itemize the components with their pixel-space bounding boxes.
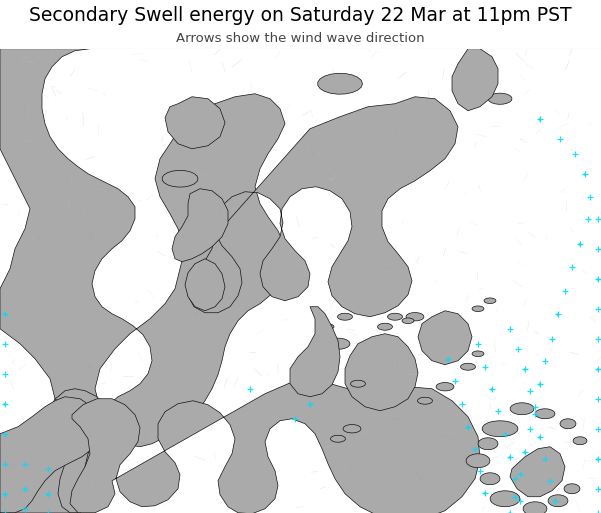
Polygon shape [377,323,392,330]
Polygon shape [466,454,490,468]
Polygon shape [436,383,454,391]
Polygon shape [345,334,418,411]
Polygon shape [460,363,475,370]
Polygon shape [172,189,228,262]
Polygon shape [478,438,498,450]
Polygon shape [0,49,288,513]
Text: Secondary Swell energy on Saturday 22 Mar at 11pm PST: Secondary Swell energy on Saturday 22 Ma… [29,6,572,25]
Polygon shape [510,403,534,415]
Polygon shape [70,381,480,513]
Polygon shape [165,97,225,149]
Polygon shape [560,419,576,429]
Polygon shape [535,409,555,419]
Polygon shape [388,313,403,320]
Polygon shape [0,397,102,512]
Polygon shape [480,473,500,485]
Polygon shape [523,502,547,513]
Polygon shape [573,437,587,445]
Polygon shape [55,389,108,512]
Polygon shape [290,307,340,397]
Polygon shape [162,170,198,187]
Polygon shape [326,338,350,349]
Polygon shape [418,311,472,365]
Polygon shape [406,312,424,321]
Polygon shape [452,49,498,111]
Polygon shape [350,380,365,387]
Polygon shape [488,93,512,104]
Polygon shape [318,73,362,94]
Polygon shape [185,259,225,311]
Polygon shape [484,298,496,304]
Polygon shape [338,313,353,320]
Polygon shape [490,491,520,507]
Polygon shape [472,351,484,357]
Polygon shape [510,447,565,497]
Polygon shape [482,421,518,437]
Text: Arrows show the wind wave direction: Arrows show the wind wave direction [176,31,425,45]
Polygon shape [418,397,433,404]
Polygon shape [322,324,334,329]
Polygon shape [331,435,346,442]
Polygon shape [465,72,495,86]
Polygon shape [548,495,568,507]
Polygon shape [188,97,458,317]
Polygon shape [472,306,484,311]
Polygon shape [343,425,361,433]
Polygon shape [564,484,580,494]
Polygon shape [402,318,414,324]
